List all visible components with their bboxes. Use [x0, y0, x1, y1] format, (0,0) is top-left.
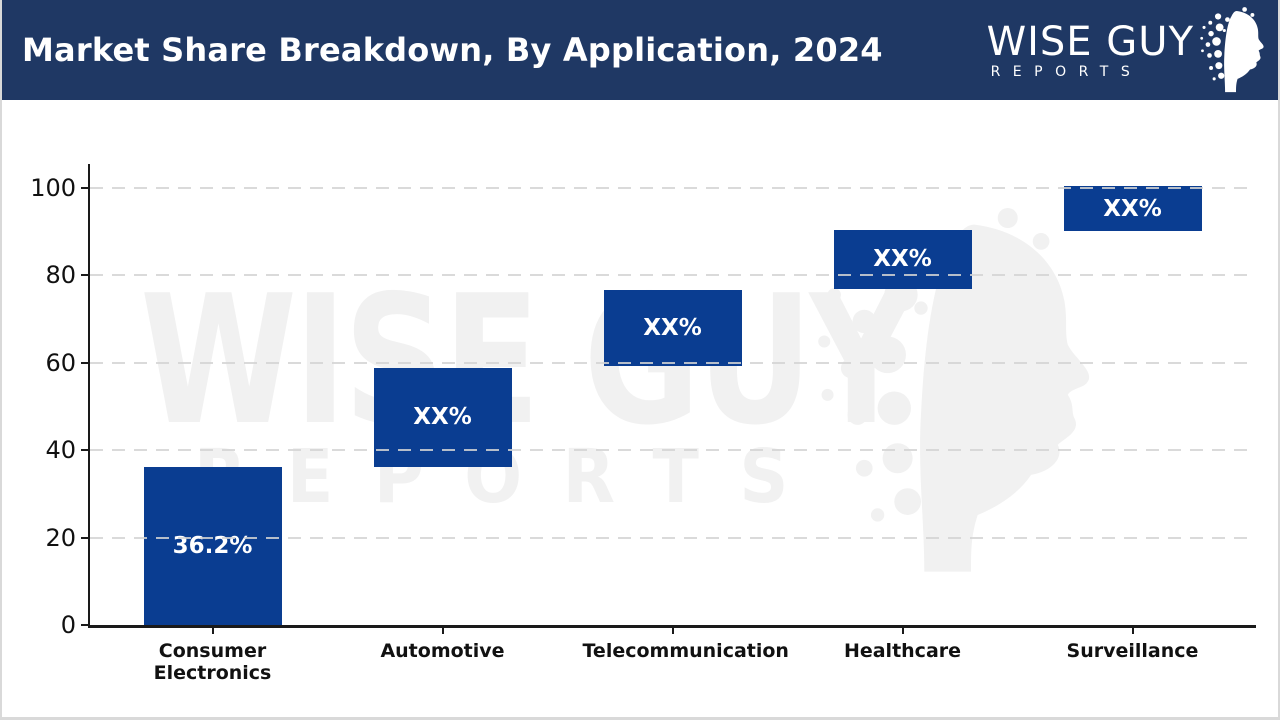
x-tick-mark [211, 625, 214, 634]
y-tick-mark [81, 449, 90, 451]
bar-telecommunication: XX% [603, 289, 742, 366]
y-tick-label: 40 [45, 436, 76, 464]
x-category-label-automotive: Automotive [380, 640, 505, 662]
x-tick-mark [1131, 625, 1134, 634]
bar-value-label: XX% [1103, 195, 1162, 222]
y-tick-mark [81, 361, 90, 364]
y-tick-mark [81, 536, 90, 539]
x-category-label-surveillance: Surveillance [1066, 640, 1199, 662]
y-axis-spine [88, 164, 90, 627]
y-tick-label: 20 [45, 523, 76, 552]
logo-wordmark: WISE GUY [986, 18, 1194, 65]
bar-consumer-electronics: 36.2% [143, 466, 282, 625]
bar-value-label: XX% [643, 314, 702, 341]
watermark-wordmark: WISE GUY [140, 257, 913, 464]
y-tick-label: 60 [45, 348, 76, 377]
wiseguy-logo: WISE GUY REPORTS [987, 7, 1268, 93]
gridline-y-20 [90, 536, 1256, 539]
x-tick-mark [441, 625, 444, 634]
x-tick-mark [671, 625, 674, 634]
x-category-label-telecommunication: Telecommunication [582, 640, 789, 662]
gridline-y-100 [90, 186, 1256, 189]
gridline-y-60 [90, 361, 1256, 364]
x-category-label-healthcare: Healthcare [843, 640, 962, 662]
gridline-y-40 [90, 449, 1256, 451]
y-tick-mark [81, 274, 90, 276]
header-bar: Market Share Breakdown, By Application, … [2, 0, 1278, 100]
bar-value-label: XX% [413, 404, 472, 431]
page-title: Market Share Breakdown, By Application, … [22, 31, 883, 69]
bar-automotive: XX% [373, 367, 512, 467]
logo-head-icon [1200, 7, 1264, 93]
x-category-label-consumer-electronics: Consumer Electronics [153, 640, 272, 685]
y-tick-mark [81, 186, 90, 189]
x-axis-spine [88, 625, 1256, 628]
y-tick-label: 0 [60, 611, 76, 639]
bar-value-label: XX% [873, 246, 932, 273]
bar-healthcare: XX% [833, 230, 972, 289]
logo-subtext: REPORTS [990, 63, 1143, 80]
bar-surveillance: XX% [1063, 186, 1202, 232]
y-tick-label: 80 [45, 261, 76, 289]
gridline-y-80 [90, 274, 1256, 276]
y-tick-label: 100 [30, 173, 76, 202]
x-tick-mark [901, 625, 904, 634]
y-tick-mark [81, 624, 90, 626]
